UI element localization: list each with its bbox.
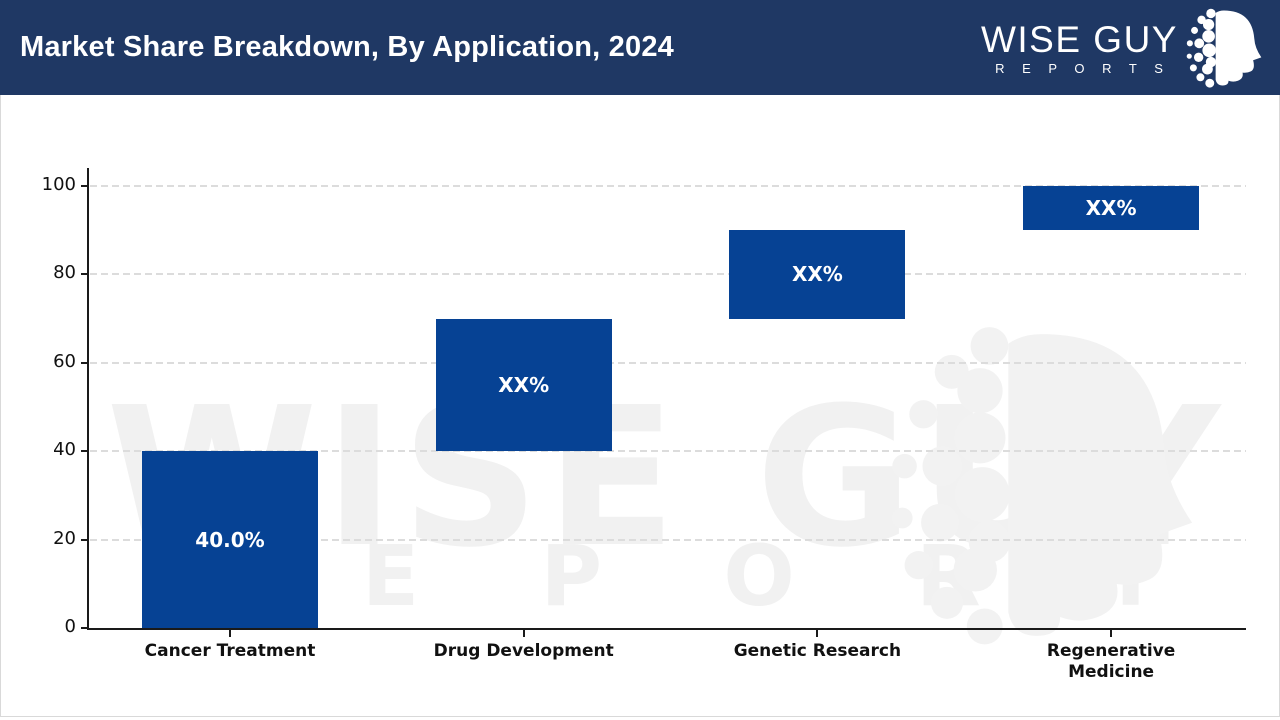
logo-text: WISE GUY R E P O R T S — [981, 21, 1178, 75]
logo-subtitle: R E P O R T S — [995, 60, 1170, 76]
logo-name: WISE GUY — [980, 18, 1178, 60]
chart-canvas: WISE GUY R E P O R T S — [0, 95, 1280, 716]
chart-title: Market Share Breakdown, By Application, … — [20, 31, 674, 63]
watermark-reports-text: R E P O R T S — [176, 527, 1280, 625]
page-bottom-rule — [0, 716, 1280, 717]
header-bar: Market Share Breakdown, By Application, … — [0, 0, 1280, 95]
wise-guy-head-icon — [1186, 8, 1262, 88]
watermark-head-icon — [891, 327, 1193, 645]
watermark-text: WISE GUY — [106, 367, 1227, 590]
wise-guy-logo: WISE GUY R E P O R T S — [981, 8, 1280, 88]
